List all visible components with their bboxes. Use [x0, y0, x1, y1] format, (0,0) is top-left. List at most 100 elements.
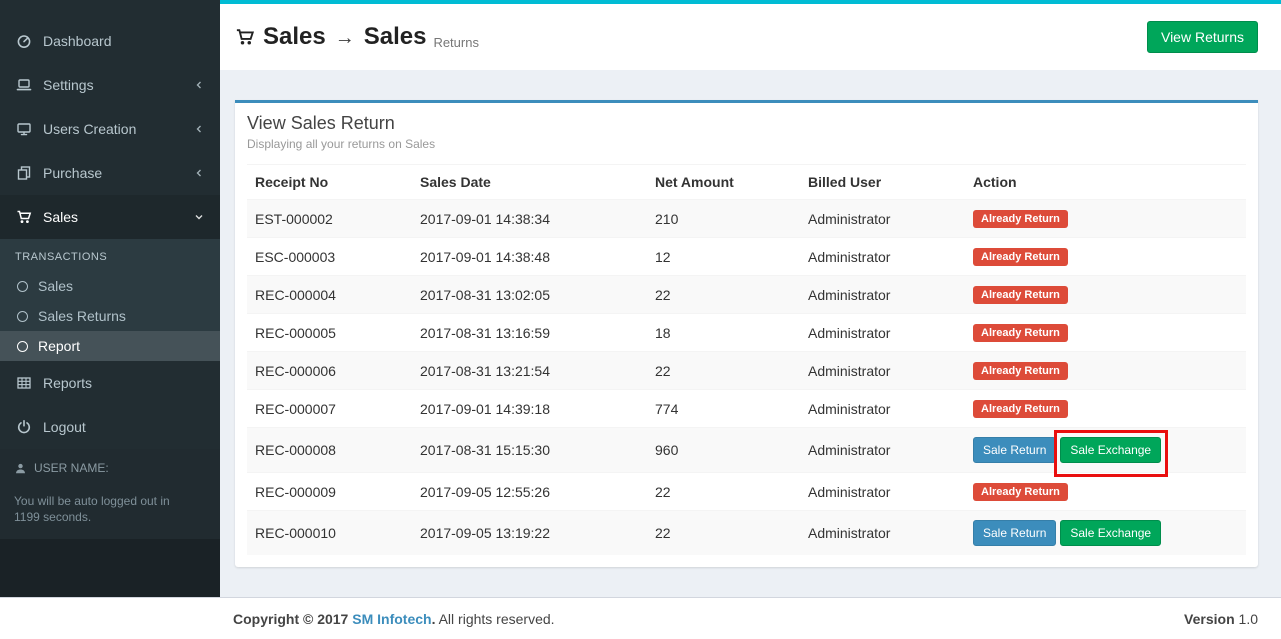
breadcrumb: Sales → Sales Returns: [235, 23, 479, 51]
sidebar-item-label: Reports: [43, 375, 93, 391]
cell-receipt-no: REC-000007: [247, 389, 412, 428]
copyright-text: Copyright © 2017: [233, 610, 349, 627]
cell-sales-date: 2017-09-01 14:38:34: [412, 199, 647, 238]
cell-billed-user: Administrator: [800, 313, 965, 352]
sidebar-item-dashboard[interactable]: Dashboard: [0, 19, 220, 63]
cell-action: Already Return: [965, 472, 1246, 511]
breadcrumb-sub: Returns: [433, 34, 479, 50]
sidebar-item-label: Logout: [43, 419, 86, 435]
cell-receipt-no: ESC-000003: [247, 237, 412, 276]
already-return-badge: Already Return: [973, 286, 1068, 304]
footer: Copyright © 2017 SM Infotech. All rights…: [0, 597, 1281, 639]
table-row: REC-000009 2017-09-05 12:55:26 22 Administr…: [247, 472, 1246, 511]
cell-receipt-no: REC-000008: [247, 427, 412, 473]
sidebar-subitem-label: Sales: [38, 278, 74, 294]
sidebar-item-label: Settings: [43, 77, 94, 93]
cell-sales-date: 2017-08-31 13:16:59: [412, 313, 647, 352]
sale-exchange-button[interactable]: Sale Exchange: [1060, 437, 1162, 463]
cell-billed-user: Administrator: [800, 351, 965, 390]
cell-sales-date: 2017-09-01 14:39:18: [412, 389, 647, 428]
cell-net-amount: 960: [647, 427, 800, 473]
cell-receipt-no: REC-000010: [247, 510, 412, 555]
cell-billed-user: Administrator: [800, 389, 965, 428]
column-header-receipt-no: Receipt No: [247, 164, 412, 200]
table-row: ESC-000003 2017-09-01 14:38:48 12 Administr…: [247, 237, 1246, 276]
user-panel: USER NAME: You will be auto logged out i…: [0, 449, 220, 539]
content: View Sales Return Displaying all your re…: [220, 70, 1281, 567]
table-header: Receipt No Sales Date Net Amount Billed …: [247, 164, 1246, 200]
cell-receipt-no: REC-000006: [247, 351, 412, 390]
table-row: REC-000010 2017-09-05 13:19:22 22 Administr…: [247, 510, 1246, 555]
sidebar-subitem-report[interactable]: Report: [0, 331, 220, 361]
desktop-icon: [15, 121, 33, 137]
auto-logout-note: You will be auto logged out in 1199 seco…: [14, 494, 170, 524]
cell-billed-user: Administrator: [800, 427, 965, 473]
user-line: USER NAME:: [14, 461, 206, 475]
laptop-icon: [15, 77, 33, 93]
sidebar-item-purchase[interactable]: Purchase: [0, 151, 220, 195]
view-returns-button[interactable]: View Returns: [1146, 21, 1258, 53]
sales-return-card: View Sales Return Displaying all your re…: [235, 100, 1258, 567]
sale-return-button[interactable]: Sale Return: [973, 437, 1057, 463]
cell-action: Already Return: [965, 199, 1246, 238]
cell-sales-date: 2017-09-05 12:55:26: [412, 472, 647, 511]
cell-sales-date: 2017-08-31 13:21:54: [412, 351, 647, 390]
copy-icon: [15, 165, 33, 181]
content-header: Sales → Sales Returns View Returns: [220, 4, 1281, 70]
power-icon: [15, 419, 33, 435]
sidebar-item-users-creation[interactable]: Users Creation: [0, 107, 220, 151]
sale-exchange-button[interactable]: Sale Exchange: [1060, 520, 1162, 546]
table-row: REC-000004 2017-08-31 13:02:05 22 Administr…: [247, 275, 1246, 314]
cart-icon: [15, 209, 33, 225]
cell-net-amount: 22: [647, 275, 800, 314]
sidebar-item-label: Sales: [43, 209, 79, 225]
already-return-badge: Already Return: [973, 362, 1068, 380]
column-header-billed-user: Billed User: [800, 164, 965, 200]
cell-sales-date: 2017-09-05 13:19:22: [412, 510, 647, 555]
brand-link[interactable]: SM Infotech: [352, 610, 432, 627]
cell-sales-date: 2017-09-01 14:38:48: [412, 237, 647, 276]
sidebar-subitem-sales-returns[interactable]: Sales Returns: [0, 301, 220, 331]
main-area: Sales → Sales Returns View Returns View …: [220, 0, 1281, 567]
table-row: REC-000006 2017-08-31 13:21:54 22 Administr…: [247, 351, 1246, 390]
cell-action: Sale Return Sale Exchange: [965, 427, 1246, 477]
user-name-label: USER NAME:: [34, 461, 109, 475]
sidebar-item-reports[interactable]: Reports: [0, 361, 220, 405]
sidebar-item-logout[interactable]: Logout: [0, 405, 220, 449]
cell-sales-date: 2017-08-31 13:02:05: [412, 275, 647, 314]
dashboard-icon: [15, 33, 33, 49]
circle-icon: [17, 340, 28, 352]
sale-return-button[interactable]: Sale Return: [973, 520, 1057, 546]
cell-net-amount: 22: [647, 351, 800, 390]
cart-icon: [235, 27, 255, 47]
cell-action: Already Return: [965, 389, 1246, 428]
table-row: REC-000008 2017-08-31 15:15:30 960 Administ…: [247, 427, 1246, 477]
cell-billed-user: Administrator: [800, 199, 965, 238]
version-label: Version: [1184, 610, 1235, 627]
card-title: View Sales Return: [247, 113, 395, 133]
version-value: 1.0: [1238, 610, 1258, 627]
sales-returns-table: Receipt No Sales Date Net Amount Billed …: [247, 164, 1246, 555]
column-header-action: Action: [965, 164, 1246, 200]
cell-billed-user: Administrator: [800, 275, 965, 314]
sales-returns-table-body: EST-000002 2017-09-01 14:38:34 210 Administ…: [247, 199, 1246, 555]
already-return-badge: Already Return: [973, 210, 1068, 228]
cell-net-amount: 22: [647, 472, 800, 511]
already-return-badge: Already Return: [973, 400, 1068, 418]
table-row: REC-000005 2017-08-31 13:16:59 18 Administr…: [247, 313, 1246, 352]
already-return-badge: Already Return: [973, 324, 1068, 342]
sidebar-subitem-sales[interactable]: Sales: [0, 271, 220, 301]
sidebar-filler: [0, 539, 220, 597]
version: Version 1.0: [1184, 611, 1258, 627]
sidebar-item-settings[interactable]: Settings: [0, 63, 220, 107]
breadcrumb-primary: Sales: [263, 23, 326, 50]
rights-text: All rights reserved.: [438, 610, 555, 627]
sidebar-item-sales[interactable]: Sales: [0, 195, 220, 239]
cell-billed-user: Administrator: [800, 237, 965, 276]
sidebar-item-label: Users Creation: [43, 121, 137, 137]
cell-billed-user: Administrator: [800, 472, 965, 511]
cell-billed-user: Administrator: [800, 510, 965, 555]
chevron-left-icon: [193, 79, 205, 91]
transactions-section-label: TRANSACTIONS: [15, 251, 108, 263]
